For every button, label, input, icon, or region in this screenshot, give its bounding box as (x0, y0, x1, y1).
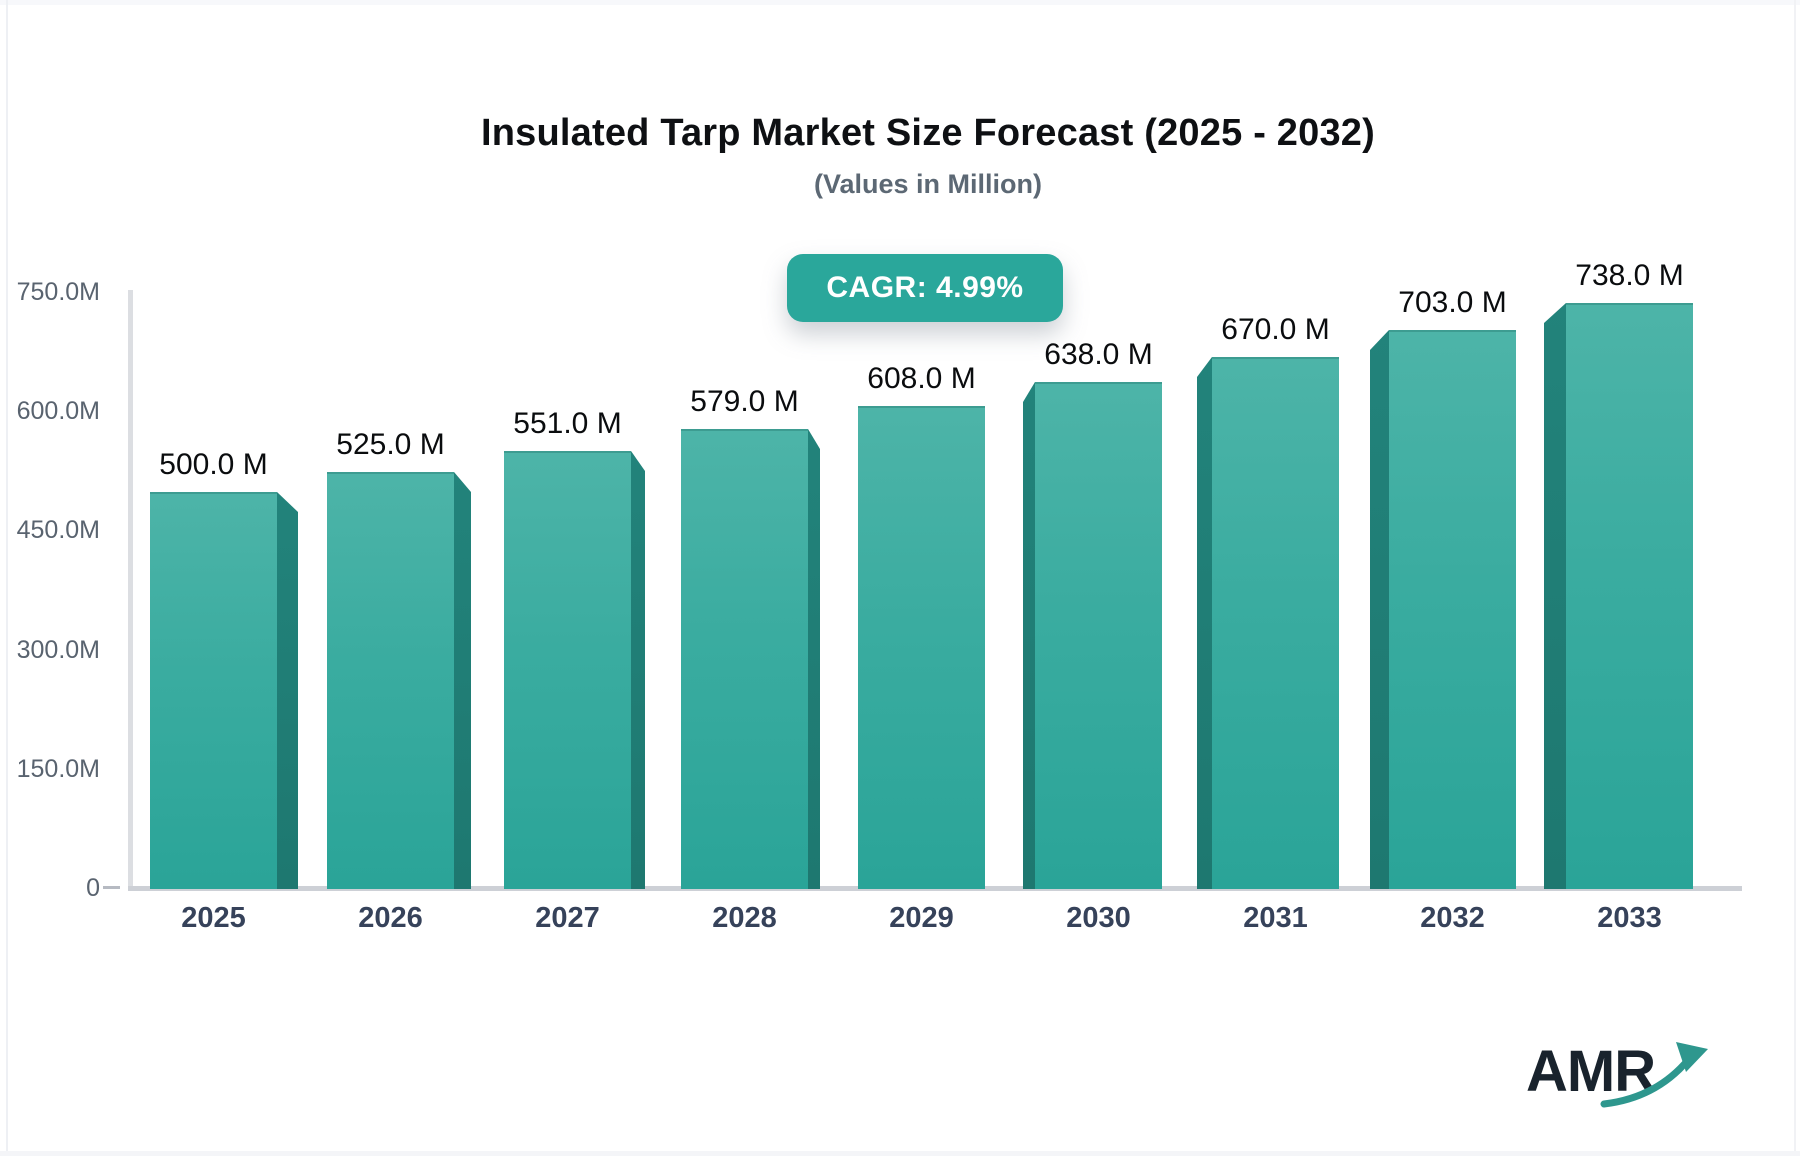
x-tick-label: 2028 (712, 902, 777, 934)
x-tick-label: 2033 (1597, 902, 1662, 934)
bar-2027-3d-side (631, 451, 645, 889)
x-tick-label: 2025 (181, 902, 246, 934)
x-tick-label: 2031 (1243, 902, 1308, 934)
bar-2026[interactable] (327, 472, 454, 889)
bar-value-label: 738.0 M (1575, 259, 1684, 292)
bar-value-label: 608.0 M (867, 362, 976, 395)
frame-top-edge (0, 0, 1800, 5)
bar-value-label: 500.0 M (159, 448, 268, 481)
x-tick-label: 2030 (1066, 902, 1131, 934)
y-tick-label: 0 (86, 874, 100, 902)
frame-right-edge (1794, 0, 1796, 1156)
x-tick-label: 2032 (1420, 902, 1485, 934)
zero-tick-mark (103, 886, 120, 889)
bar-2025[interactable] (150, 492, 277, 889)
growth-arrow-icon (1600, 1042, 1708, 1108)
frame-bottom-edge (0, 1151, 1800, 1156)
y-tick-label: 600.0M (16, 397, 100, 426)
bar-2032[interactable] (1389, 330, 1516, 889)
bar-2032-3d-side (1370, 330, 1389, 889)
bar-2027[interactable] (504, 451, 631, 889)
y-axis-line (128, 290, 133, 890)
bar-value-label: 638.0 M (1044, 338, 1153, 371)
bar-2029[interactable] (858, 406, 985, 889)
bar-value-label: 579.0 M (690, 385, 799, 418)
bar-value-label: 525.0 M (336, 428, 445, 461)
y-tick-label: 150.0M (16, 754, 100, 783)
bar-2033-3d-side (1544, 303, 1566, 889)
chart-subtitle: (Values in Million) (813, 169, 1043, 199)
bar-2030-3d-side (1023, 382, 1035, 889)
chart-header: Insulated Tarp Market Size Forecast (202… (130, 112, 1726, 200)
y-tick-label: 750.0M (16, 278, 100, 306)
x-tick-label: 2026 (358, 902, 423, 934)
bar-2033[interactable] (1566, 303, 1693, 889)
x-tick-label: 2027 (535, 902, 600, 934)
amr-logo: AMR (1526, 1038, 1736, 1128)
bar-2025-3d-side (277, 492, 298, 889)
bar-value-label: 551.0 M (513, 407, 622, 440)
x-tick-label: 2029 (889, 902, 954, 934)
bar-2028-3d-side (808, 429, 820, 889)
bar-2026-3d-side (454, 472, 471, 889)
y-tick-label: 300.0M (16, 635, 100, 664)
bar-2030[interactable] (1035, 382, 1162, 889)
bar-value-label: 703.0 M (1398, 286, 1507, 319)
frame-left-edge (6, 0, 8, 1156)
cagr-badge: CAGR: 4.99% (787, 254, 1063, 322)
bar-2028[interactable] (681, 429, 808, 889)
bar-value-label: 670.0 M (1221, 313, 1330, 346)
bar-2031-3d-side (1197, 357, 1212, 889)
y-tick-label: 450.0M (16, 516, 100, 545)
bar-2031[interactable] (1212, 357, 1339, 889)
amr-logo-text: AMR (1526, 1039, 1656, 1104)
chart-title: Insulated Tarp Market Size Forecast (202… (480, 112, 1375, 154)
